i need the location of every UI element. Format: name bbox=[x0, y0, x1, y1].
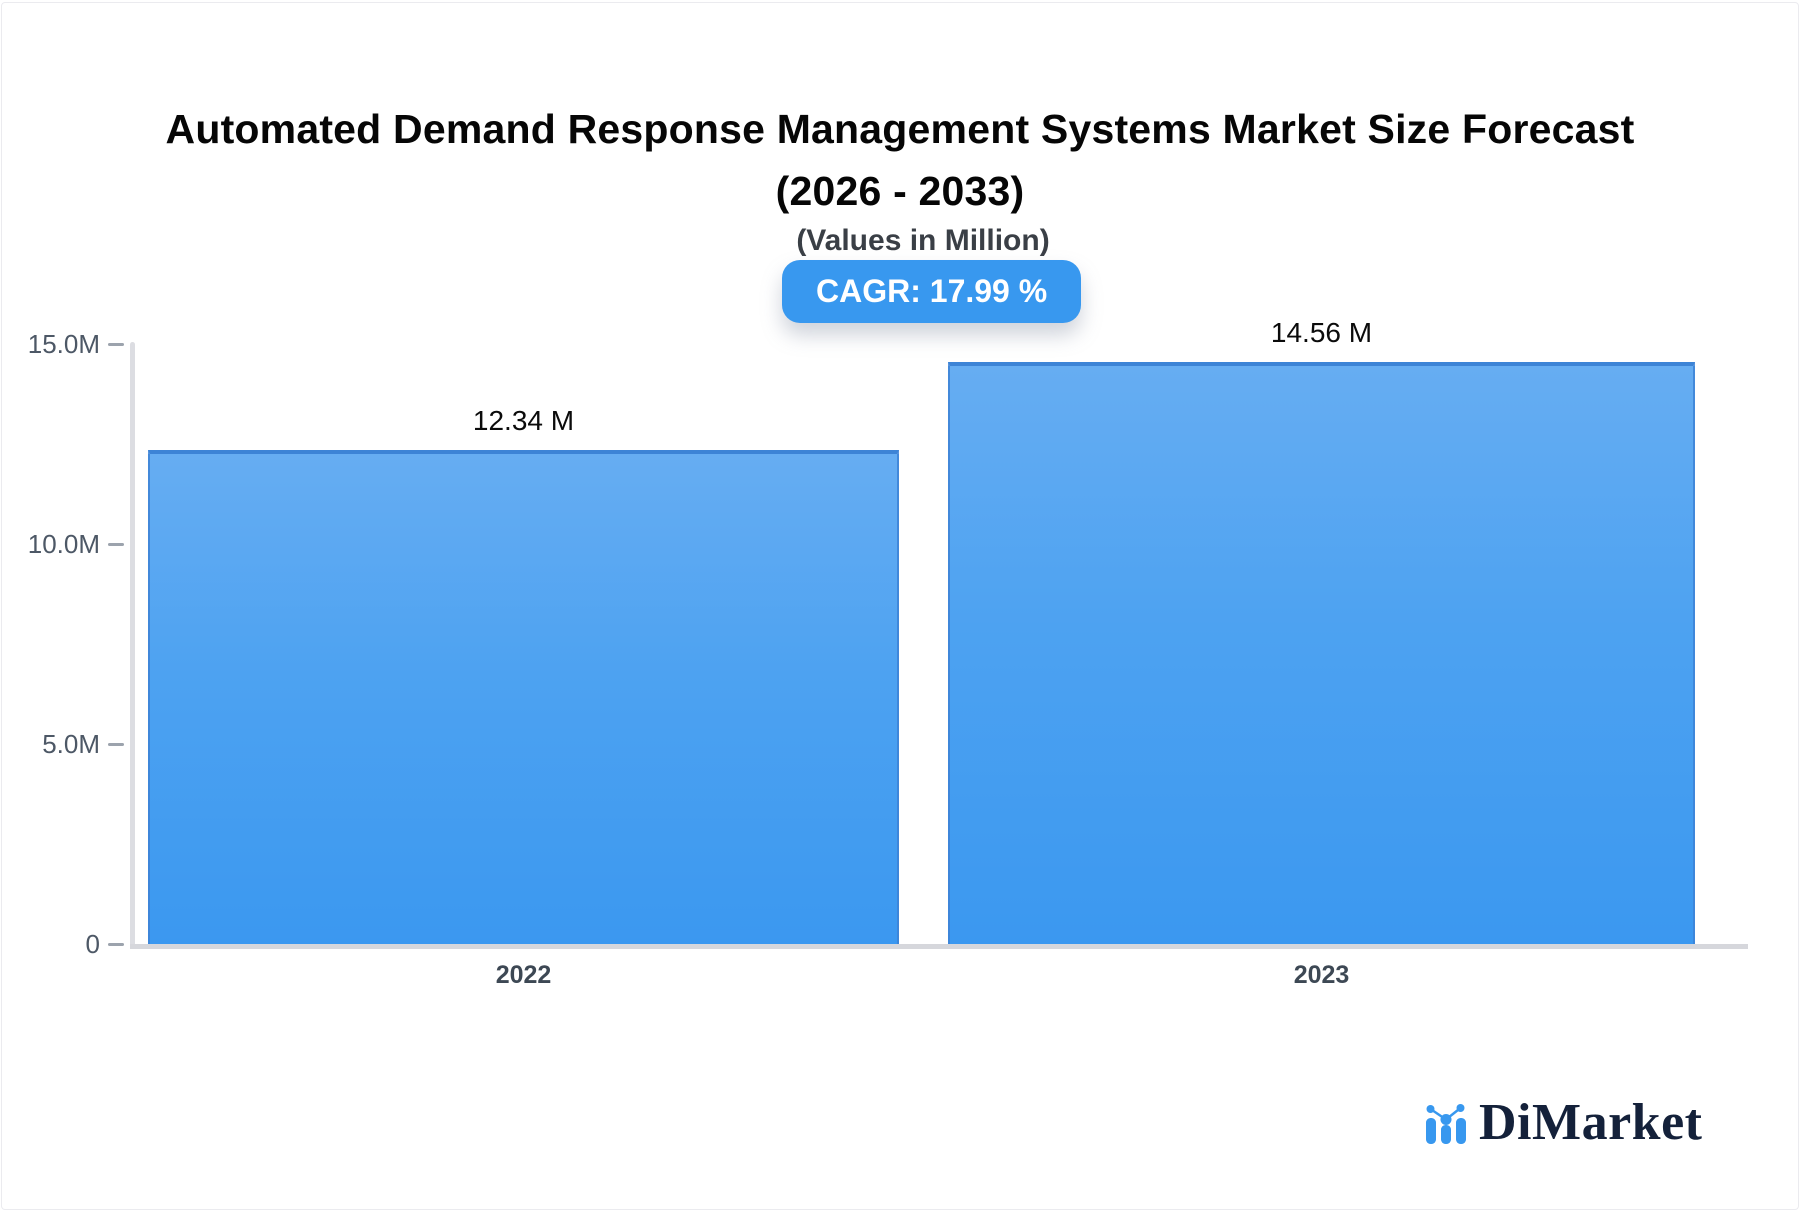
y-tick-label: 10.0M bbox=[27, 529, 100, 559]
bar-value-label: 12.34 M bbox=[472, 405, 575, 437]
y-tick-label: 15.0M bbox=[27, 329, 100, 359]
y-tick-mark bbox=[108, 543, 124, 546]
x-axis-line bbox=[130, 944, 1748, 949]
chart-title: Automated Demand Response Management Sys… bbox=[165, 106, 1635, 214]
y-tick-label: 5.0M bbox=[42, 729, 100, 759]
y-tick-label: 0 bbox=[85, 929, 100, 959]
bar-chart-plot: 0 5.0M 10.0M 15.0M 12.34 M 14.56 M 2022 2023 bbox=[2, 3, 1798, 1209]
cagr-badge: CAGR: 17.99 % bbox=[782, 260, 1082, 324]
y-tick-mark bbox=[108, 743, 124, 746]
bar-value-label: 14.56 M bbox=[1270, 316, 1373, 348]
y-tick-mark bbox=[108, 343, 124, 346]
y-axis-line bbox=[130, 342, 135, 949]
x-axis-label: 2023 bbox=[1293, 961, 1350, 989]
logo-text: DiMarket bbox=[1479, 1094, 1703, 1151]
bar-2022[interactable] bbox=[148, 450, 899, 944]
logo-bar-line-chart-icon bbox=[1426, 1103, 1466, 1144]
bar-2023[interactable] bbox=[948, 361, 1695, 944]
chart-subtitle: (Values in Million) bbox=[796, 224, 1050, 257]
logo: DiMarket bbox=[1424, 1097, 1702, 1149]
x-axis-label: 2022 bbox=[495, 961, 552, 989]
y-tick-mark bbox=[108, 943, 124, 946]
